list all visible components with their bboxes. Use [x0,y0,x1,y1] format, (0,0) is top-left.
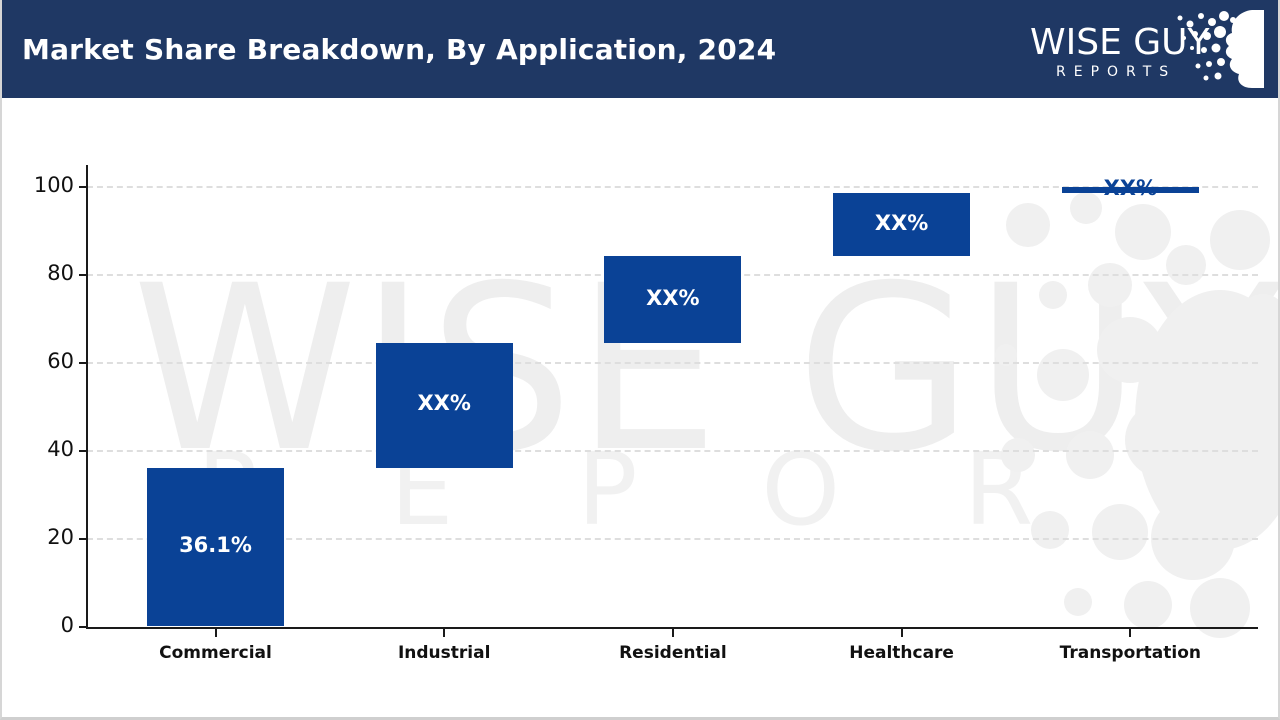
y-tick-mark [79,449,87,452]
bar-label: XX% [874,210,929,235]
y-tick-label: 0 [60,612,74,637]
bar-healthcare [833,193,971,257]
y-tick-mark [79,361,87,364]
y-tick-label: 80 [47,260,74,285]
x-tick-label: Healthcare [849,642,954,663]
header-bar: Market Share Breakdown, By Application, … [2,0,1278,98]
y-tick-mark [79,625,87,628]
x-tick-label: Industrial [397,642,491,663]
gridline [87,361,1258,364]
y-tick-label: 40 [47,436,74,461]
y-tick-label: 60 [47,348,74,373]
gridline [87,449,1258,452]
x-tick-mark [900,628,903,637]
x-tick-mark [1129,628,1132,637]
logo-line2-text: REPORTS [1056,64,1176,80]
y-tick-label: 20 [47,524,74,549]
x-tick-label: Commercial [159,642,272,663]
bar-transportation [1061,186,1199,194]
wiseguy-logo-graphic: WISE GUY REPORTS [1030,10,1264,88]
watermark-head-icon [995,192,1278,638]
bar-label: 36.1% [179,533,252,558]
bar-label: XX% [646,285,700,310]
wiseguy-head-icon [1177,10,1264,88]
bar-industrial [375,342,513,468]
bar-residential [604,256,742,343]
x-axis-line [86,626,1258,629]
y-tick-mark [79,185,87,188]
bar-label: XX% [417,391,471,416]
wiseguy-logo: WISE GUY REPORTS [1028,8,1266,90]
y-tick-mark [79,273,87,276]
y-tick-mark [79,537,87,540]
y-tick-label: 100 [33,172,74,197]
bar-commercial [147,467,284,627]
bar-label: XX% [1103,175,1158,200]
x-tick-mark [214,628,217,637]
y-axis-line [86,164,88,629]
x-tick-mark [443,628,446,637]
x-tick-label: Transportation [1059,642,1201,663]
gridline [87,185,1258,188]
page-title: Market Share Breakdown, By Application, … [22,32,777,66]
chart-area: 0 20 40 60 80 100 36.1% Commercial XX% Industrial… [2,98,1278,717]
logo-line1-text: WISE GUY [1030,22,1211,63]
x-tick-label: Residential [619,642,727,663]
x-tick-mark [671,628,674,637]
gridline [87,537,1258,540]
